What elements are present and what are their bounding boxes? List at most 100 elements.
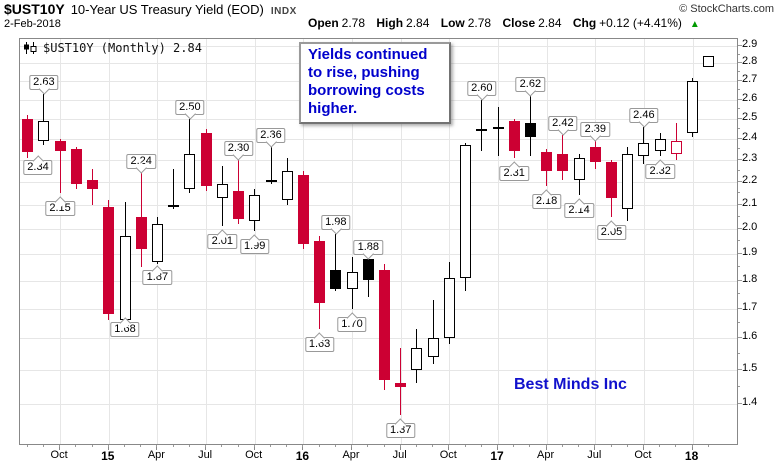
candle-body (135, 216, 147, 249)
label-pointer (151, 265, 164, 277)
annotation-line: borrowing costs (308, 82, 425, 99)
y-axis-label: 2.5 (742, 111, 758, 123)
candle-price-label: 2.18 (531, 189, 562, 210)
annotation-line: to rise, pushing (308, 64, 420, 81)
candle-price-label: 2.30 (223, 141, 254, 161)
gridline-h (20, 404, 737, 405)
y-axis-label: 2.3 (742, 152, 758, 164)
x-axis-label: Oct (439, 449, 457, 461)
gridline-h (20, 181, 737, 183)
candle-body (687, 81, 699, 133)
candle-body (233, 190, 244, 219)
candle-body (508, 120, 520, 152)
y-axis-label: 1.4 (742, 396, 758, 408)
label-pointer (573, 198, 585, 211)
candle-price-label: 2.32 (645, 159, 675, 179)
gridline-h (20, 308, 737, 310)
x-axis-minor-tick (172, 445, 174, 447)
gridline-h (20, 139, 737, 140)
candle-wick (481, 99, 483, 152)
x-axis-minor-tick (561, 445, 563, 447)
label-pointer (395, 418, 407, 430)
label-pointer (476, 89, 488, 101)
x-axis-minor-tick (659, 445, 661, 447)
y-axis-tick (738, 89, 740, 91)
x-axis-label: 15 (101, 449, 115, 463)
gridline-h (20, 370, 737, 372)
candle-body (606, 162, 617, 198)
candle-body (265, 179, 277, 182)
gridline-v (692, 39, 694, 444)
y-axis-label: 2.8 (742, 55, 758, 68)
x-axis-tick (497, 445, 498, 450)
label-pointer (524, 85, 537, 97)
candle-body (281, 170, 293, 201)
up-arrow-icon: ▲ (689, 19, 700, 30)
symbol: $UST10Y (4, 1, 65, 17)
y-axis-label: 1.8 (742, 272, 758, 285)
x-axis-tick (156, 445, 158, 450)
candle-wick (173, 168, 175, 210)
candle-price-label: 2.34 (23, 154, 53, 175)
candle-price-label: 2.39 (580, 122, 611, 142)
x-axis-minor-tick (205, 445, 207, 447)
y-axis-label: 1.9 (742, 245, 758, 258)
x-axis-tick (59, 445, 61, 450)
candle-price-label: 2.24 (126, 153, 156, 174)
candle-price-label: 1.87 (142, 265, 173, 285)
x-axis-minor-tick (707, 445, 709, 447)
candle-wick (497, 107, 499, 156)
plot-area: $UST10Y (Monthly) 2.84 Yields continued … (19, 38, 738, 445)
y-axis-tick (738, 127, 740, 129)
x-axis-minor-tick (480, 445, 482, 447)
y-axis-tick (738, 403, 742, 404)
gridline-v (595, 39, 597, 444)
x-axis-minor-tick (578, 445, 580, 447)
x-axis-minor-tick (351, 445, 352, 447)
candle-wick (270, 147, 272, 185)
y-axis-label: 2.6 (742, 91, 758, 104)
candle-price-label: 2.36 (256, 128, 286, 148)
x-axis-minor-tick (415, 445, 417, 447)
y-axis-label: 2.1 (742, 196, 758, 209)
gridline-v (546, 39, 548, 444)
x-axis-label: 18 (684, 449, 699, 463)
candle-price-label: 2.05 (596, 219, 627, 240)
candle-body (395, 383, 407, 387)
candle-body (654, 139, 666, 152)
label-pointer (330, 222, 342, 235)
title-row: $UST10Y 10-Year US Treasury Yield (EOD) IN… (4, 1, 297, 19)
label-pointer (346, 311, 358, 324)
label-pointer (184, 108, 196, 120)
x-axis-minor-tick (75, 445, 77, 447)
watermark-text: Best Minds Inc (514, 376, 627, 393)
candle-wick (59, 139, 61, 194)
label-pointer (38, 83, 50, 95)
y-axis-tick (738, 369, 742, 371)
x-axis-tick (399, 445, 401, 450)
close-label: Close (502, 16, 536, 30)
candle-body (346, 272, 358, 289)
open-label: Open (308, 16, 339, 30)
x-axis-minor-tick (286, 445, 288, 447)
candle-body (638, 143, 650, 156)
x-axis-minor-tick (237, 445, 239, 447)
x-axis-label: Apr (147, 449, 165, 461)
copyright: © StockCharts.com (679, 3, 774, 15)
x-axis-tick (691, 445, 693, 450)
gridline-v (206, 39, 208, 444)
candle-body (541, 151, 553, 171)
label-pointer (638, 116, 650, 128)
x-axis-tick (351, 445, 352, 450)
y-axis-tick (738, 353, 740, 354)
label-pointer (540, 189, 553, 201)
low-label: Low (440, 16, 465, 30)
candle-body (103, 207, 115, 315)
candle-price-label: 2.50 (175, 100, 205, 120)
candle-body (524, 122, 536, 137)
y-axis-label: 2.0 (742, 220, 758, 233)
label-pointer (605, 219, 618, 232)
gridline-v (643, 39, 645, 444)
y-axis-tick (738, 192, 740, 194)
candle-body (670, 141, 682, 154)
